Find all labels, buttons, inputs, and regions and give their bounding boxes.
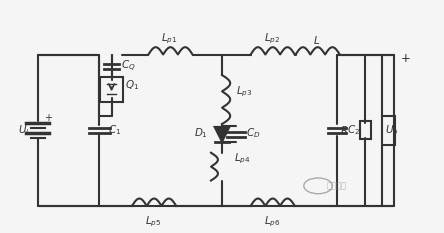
Text: $L_{p1}$: $L_{p1}$ (162, 31, 178, 46)
Text: $U_o$: $U_o$ (385, 123, 399, 137)
Text: $D_1$: $D_1$ (194, 126, 208, 140)
Text: $L_{p6}$: $L_{p6}$ (264, 215, 280, 229)
Bar (360, 121, 371, 139)
Text: $R$: $R$ (340, 124, 348, 136)
Text: $C_Q$: $C_Q$ (121, 58, 135, 74)
Text: $U_i$: $U_i$ (18, 123, 29, 137)
Text: $C_D$: $C_D$ (246, 126, 260, 140)
Text: 创新互联: 创新互联 (326, 181, 346, 190)
Text: $L$: $L$ (313, 34, 321, 46)
Text: $Q_1$: $Q_1$ (125, 78, 139, 92)
Bar (382, 116, 396, 144)
Polygon shape (214, 127, 230, 142)
Text: $L_{p5}$: $L_{p5}$ (145, 215, 162, 229)
Bar (100, 77, 123, 102)
Text: $+$: $+$ (44, 113, 53, 123)
Text: $L_{p4}$: $L_{p4}$ (234, 152, 251, 166)
Text: $+$: $+$ (400, 52, 411, 65)
Text: $L_{p2}$: $L_{p2}$ (264, 31, 280, 46)
Text: $C_1$: $C_1$ (108, 123, 122, 137)
Text: $L_{p3}$: $L_{p3}$ (236, 84, 253, 99)
Text: $C_2$: $C_2$ (347, 123, 360, 137)
